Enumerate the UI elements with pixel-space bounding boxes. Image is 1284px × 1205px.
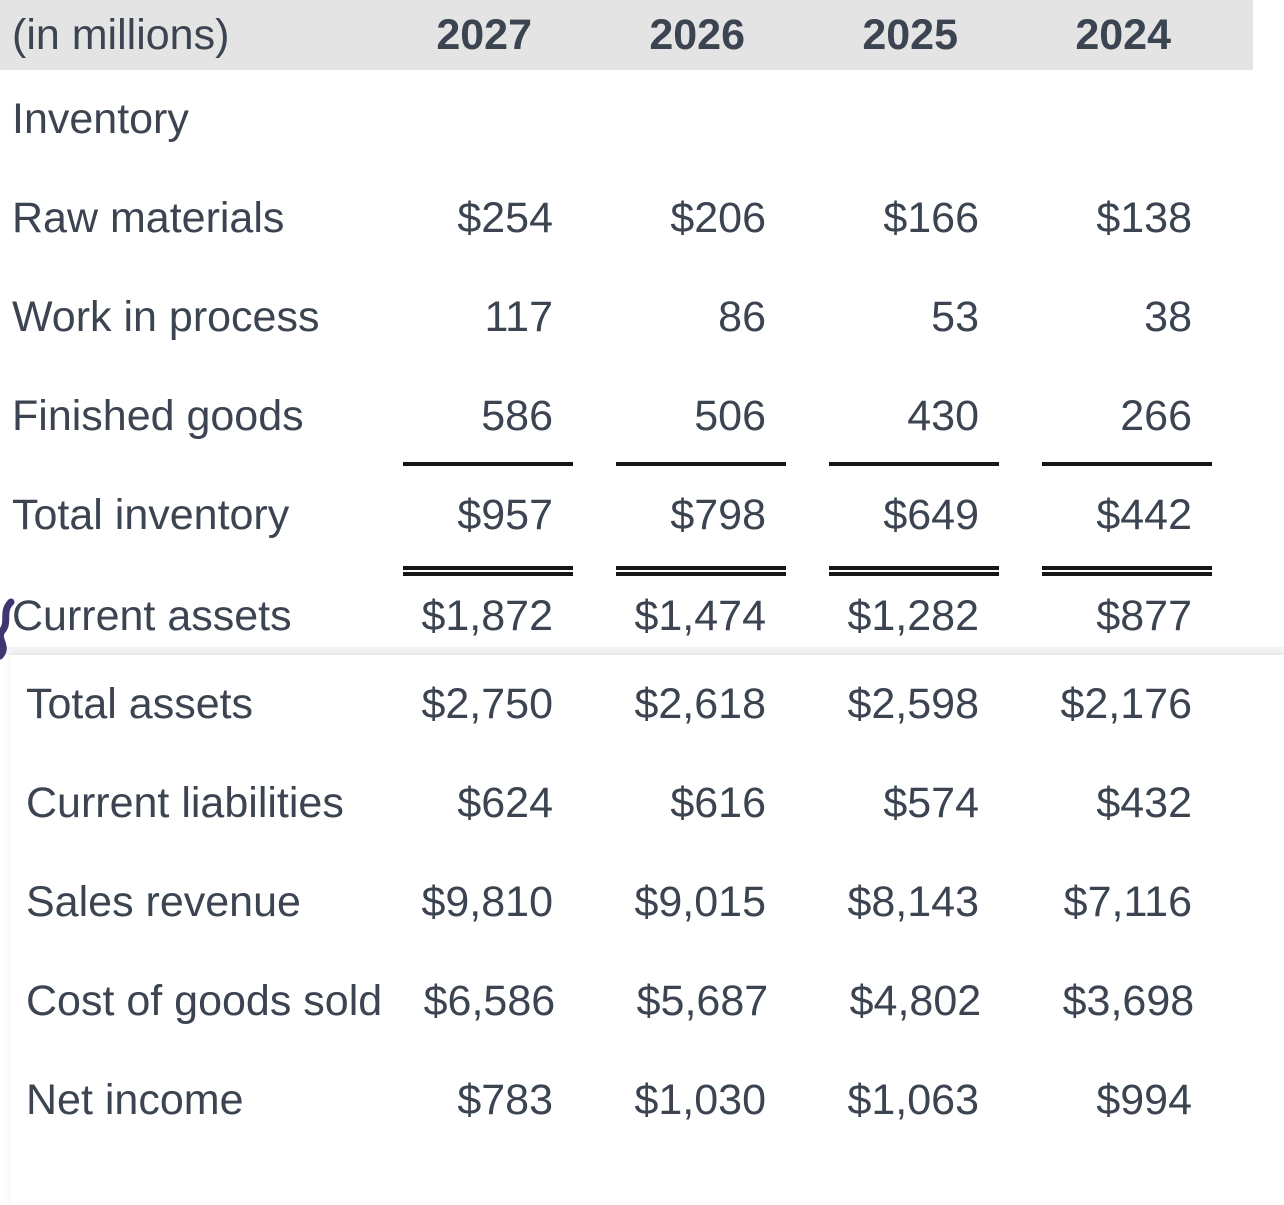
double-underline [403, 566, 573, 576]
financial-metrics-card: Total assets $2,750 $2,618 $2,598 $2,176 Curr… [10, 655, 1284, 1205]
row-label: Current liabilities [26, 779, 344, 827]
table-row: Current liabilities $624 $616 $574 $432 [10, 754, 1284, 853]
value-cell-2024: 266 [1019, 367, 1232, 466]
value-cell-2026: $206 [670, 194, 766, 242]
value-cell-2025: $8,143 [847, 878, 979, 926]
single-underline [829, 462, 999, 466]
double-underline-cell [1019, 565, 1232, 577]
value-cell-2025: $4,802 [849, 977, 982, 1025]
double-underline [829, 566, 999, 576]
table-row: Sales revenue $9,810 $9,015 $8,143 $7,116 [10, 853, 1284, 952]
year-header-2027: 2027 [436, 10, 532, 59]
value-cell-2024: $877 [1096, 591, 1192, 640]
row-label: Cost of goods sold [26, 977, 383, 1025]
value-cell-2025: $1,282 [847, 591, 979, 640]
row-label: Raw materials [12, 194, 285, 242]
value-cell-2027: $783 [457, 1076, 553, 1124]
row-label: Work in process [12, 293, 320, 341]
value-cell-2026: $5,687 [636, 977, 769, 1025]
value-cell-2027: 117 [484, 293, 553, 341]
row-label: Current assets [12, 591, 292, 640]
value-cell-2025: $649 [883, 491, 979, 539]
row-label: Finished goods [12, 392, 304, 440]
value-cell-2026: 86 [718, 293, 766, 341]
table-row: Raw materials $254 $206 $166 $138 [0, 169, 1253, 268]
value-cell-2026: 506 [593, 367, 806, 466]
value-cell-2025: 430 [806, 367, 1019, 466]
double-underline-cell [380, 565, 593, 577]
value-cell-2024: $138 [1096, 194, 1192, 242]
double-underline-row [0, 565, 1253, 577]
value-cell-2026: $2,618 [634, 680, 766, 728]
value-cell-2027: $957 [457, 491, 553, 539]
year-header-2025: 2025 [862, 10, 958, 59]
value-cell-2024: $7,116 [1063, 878, 1192, 926]
single-underline [403, 462, 573, 466]
value-cell-2024: $432 [1096, 779, 1192, 827]
value-cell-2027: 586 [380, 367, 593, 466]
value-cell-2026: $798 [670, 491, 766, 539]
table-row: Work in process 117 86 53 38 [0, 268, 1253, 367]
double-underline-cell [593, 565, 806, 577]
table-row: Finished goods 586 506 430 266 [0, 367, 1253, 466]
value-cell-2027 [380, 70, 593, 169]
value-cell-2027: $1,872 [421, 591, 553, 640]
value-cell-2026 [593, 70, 806, 169]
value-cell-2026: $9,015 [634, 878, 766, 926]
table-row: Cost of goods sold $6,586 $5,687 $4,802 $3,6… [10, 952, 1284, 1051]
value-cell-2025: $1,063 [847, 1076, 979, 1124]
row-label: Total assets [26, 680, 254, 728]
row-label: Net income [26, 1076, 244, 1124]
value-cell-2024: 38 [1144, 293, 1192, 341]
value-cell-2025: 53 [931, 293, 979, 341]
table-row: Current assets $1,872 $1,474 $1,282 $877 [0, 577, 1253, 655]
double-underline [616, 566, 786, 576]
row-label: Sales revenue [26, 878, 301, 926]
value-cell-2024: $442 [1096, 491, 1192, 539]
table-row: Inventory [0, 70, 1253, 169]
table-row: Total assets $2,750 $2,618 $2,598 $2,176 [10, 655, 1284, 754]
double-underline-cell [806, 565, 1019, 577]
double-underline [1042, 566, 1212, 576]
value-cell-2027: $2,750 [421, 680, 553, 728]
value-cell-2025: $574 [883, 779, 979, 827]
row-label: Inventory [12, 95, 189, 143]
value-cell-2027: $9,810 [421, 878, 553, 926]
value-cell-2024 [1019, 70, 1232, 169]
section-divider [0, 647, 1284, 655]
value-cell-2026: $1,030 [634, 1076, 766, 1124]
value-cell-2025 [806, 70, 1019, 169]
single-underline [1042, 462, 1212, 466]
value-cell-2025: $2,598 [847, 680, 979, 728]
value-cell-2027: $6,586 [423, 977, 556, 1025]
value-cell-2026: $1,474 [634, 591, 766, 640]
year-header-2024: 2024 [1075, 10, 1171, 59]
value-cell-2024: $3,698 [1062, 977, 1195, 1025]
inventory-section-table: (in millions) 2027 2026 2025 2024 Inventory… [0, 0, 1253, 655]
table-row: Total inventory $957 $798 $649 $442 [0, 466, 1253, 565]
table-header-row: (in millions) 2027 2026 2025 2024 [0, 0, 1253, 70]
single-underline [616, 462, 786, 466]
value-cell-2024: $994 [1096, 1076, 1192, 1124]
value-cell-2027: $254 [457, 194, 553, 242]
value-cell-2027: $624 [457, 779, 553, 827]
table-row: Net income $783 $1,030 $1,063 $994 [10, 1051, 1284, 1150]
value-cell-2025: $166 [883, 194, 979, 242]
row-label: Total inventory [12, 491, 290, 539]
value-cell-2024: $2,176 [1060, 680, 1192, 728]
year-header-2026: 2026 [649, 10, 745, 59]
value-cell-2026: $616 [670, 779, 766, 827]
units-label: (in millions) [12, 10, 230, 59]
